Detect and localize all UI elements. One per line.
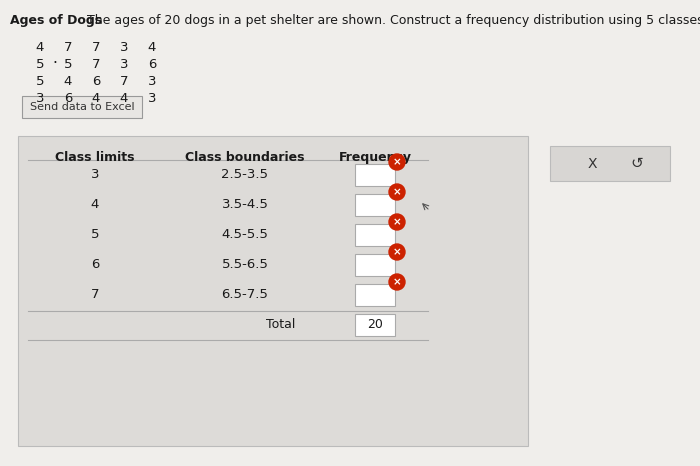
Text: 7: 7 <box>92 58 100 71</box>
Text: 5: 5 <box>64 58 72 71</box>
Text: 3: 3 <box>120 41 128 54</box>
Text: 7: 7 <box>92 41 100 54</box>
Text: 3: 3 <box>36 92 44 105</box>
Circle shape <box>389 154 405 170</box>
Bar <box>355 194 395 216</box>
Text: The ages of 20 dogs in a pet shelter are shown. Construct a frequency distributi: The ages of 20 dogs in a pet shelter are… <box>83 14 700 27</box>
Circle shape <box>389 214 405 230</box>
Text: 6: 6 <box>148 58 156 71</box>
Bar <box>355 224 395 246</box>
Text: 4: 4 <box>36 41 44 54</box>
Circle shape <box>389 274 405 290</box>
Text: Send data to Excel: Send data to Excel <box>29 102 134 112</box>
Circle shape <box>389 184 405 200</box>
Bar <box>355 254 395 276</box>
Text: 6.5-7.5: 6.5-7.5 <box>222 288 268 302</box>
Text: ×: × <box>393 157 401 167</box>
Text: 4: 4 <box>64 75 72 88</box>
Text: X: X <box>587 157 596 171</box>
Text: 4: 4 <box>91 199 99 212</box>
Text: 4.5-5.5: 4.5-5.5 <box>222 228 268 241</box>
Text: ×: × <box>393 187 401 197</box>
Text: 6: 6 <box>91 259 99 272</box>
Text: 7: 7 <box>91 288 99 302</box>
Text: 4: 4 <box>92 92 100 105</box>
Text: 3: 3 <box>91 169 99 181</box>
Bar <box>22 96 142 118</box>
Text: 5.5-6.5: 5.5-6.5 <box>222 259 268 272</box>
Text: 5: 5 <box>36 75 44 88</box>
Text: 3: 3 <box>120 58 128 71</box>
Text: 7: 7 <box>64 41 72 54</box>
Bar <box>18 136 528 446</box>
Circle shape <box>389 244 405 260</box>
Text: 7: 7 <box>120 75 128 88</box>
Text: 6: 6 <box>64 92 72 105</box>
Bar <box>355 284 395 306</box>
Text: 3: 3 <box>148 92 156 105</box>
Text: ↺: ↺ <box>630 156 643 171</box>
Text: 4: 4 <box>148 41 156 54</box>
Text: ×: × <box>393 217 401 227</box>
Text: 2.5-3.5: 2.5-3.5 <box>221 169 269 181</box>
Text: Total: Total <box>265 317 295 330</box>
Bar <box>550 146 670 181</box>
Text: 5: 5 <box>36 58 44 71</box>
Text: 4: 4 <box>120 92 128 105</box>
Text: ·: · <box>52 56 57 71</box>
Bar <box>355 314 395 336</box>
Text: 5: 5 <box>91 228 99 241</box>
Text: Class limits: Class limits <box>55 151 134 164</box>
Text: Frequency: Frequency <box>339 151 412 164</box>
Text: 3: 3 <box>148 75 156 88</box>
Text: 3.5-4.5: 3.5-4.5 <box>222 199 268 212</box>
Text: 20: 20 <box>367 318 383 331</box>
Text: ×: × <box>393 247 401 257</box>
Text: Ages of Dogs: Ages of Dogs <box>10 14 102 27</box>
Text: 6: 6 <box>92 75 100 88</box>
Text: Class boundaries: Class boundaries <box>186 151 304 164</box>
Text: ×: × <box>393 277 401 287</box>
Bar <box>355 164 395 186</box>
